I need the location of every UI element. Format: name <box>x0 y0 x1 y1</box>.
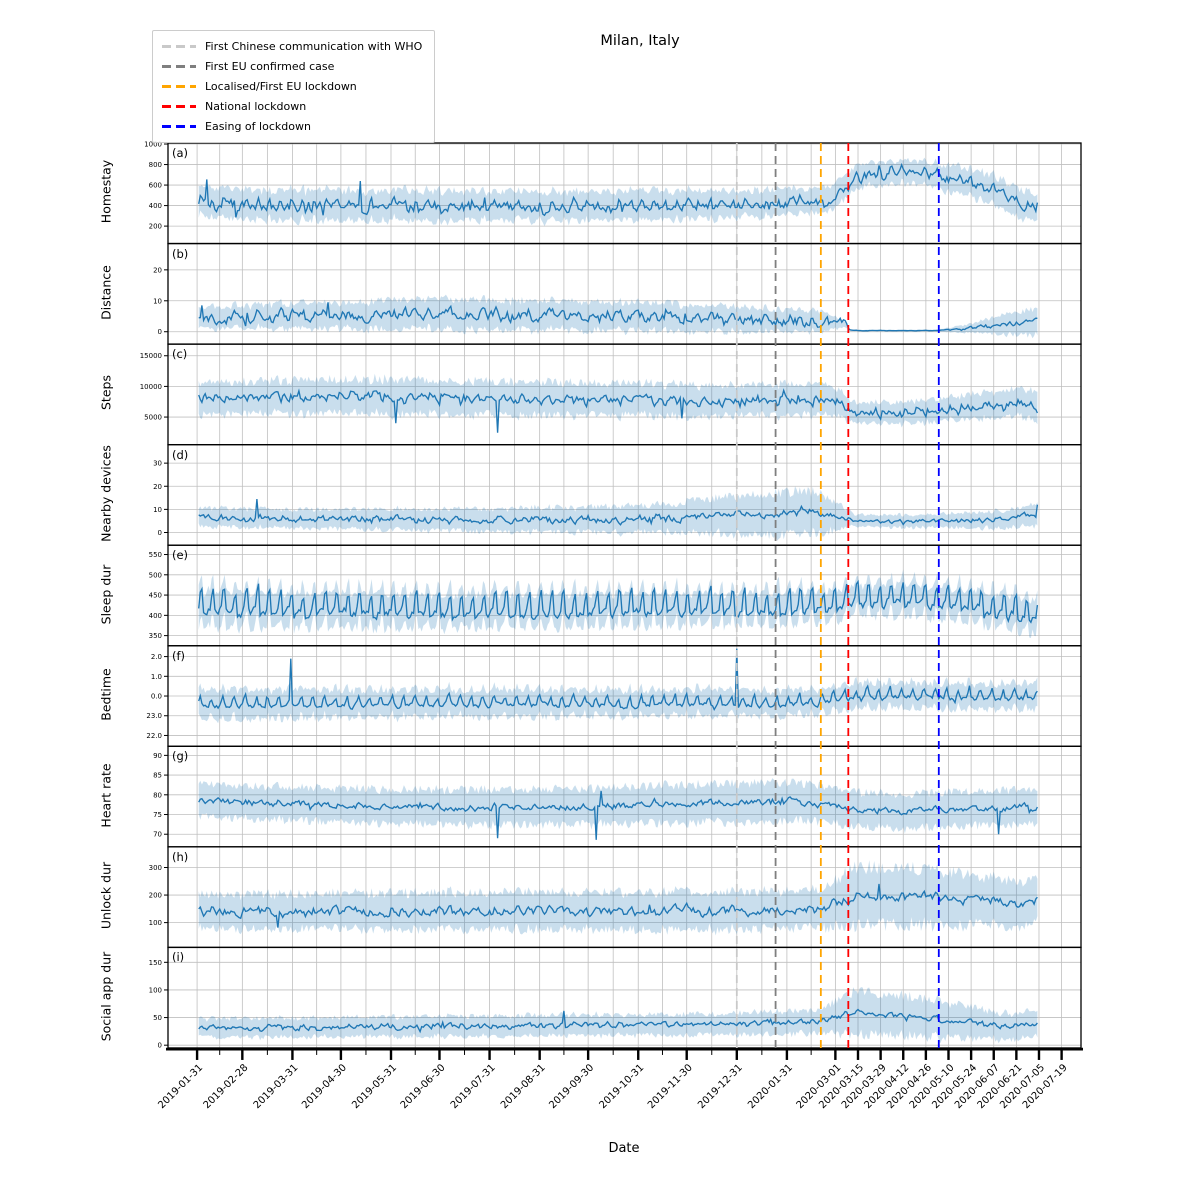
svg-text:75: 75 <box>153 811 162 819</box>
legend-dash-icon <box>162 125 196 128</box>
svg-text:600: 600 <box>149 182 162 190</box>
svg-text:350: 350 <box>149 632 162 640</box>
svg-text:2019-05-31: 2019-05-31 <box>350 1062 399 1111</box>
svg-text:5000: 5000 <box>144 414 162 422</box>
svg-text:1000: 1000 <box>144 141 162 149</box>
svg-text:500: 500 <box>149 571 162 579</box>
svg-text:200: 200 <box>149 892 162 900</box>
x-axis-label: Date <box>608 1141 640 1156</box>
svg-text:400: 400 <box>149 202 162 210</box>
gridlines <box>168 143 1081 1048</box>
svg-text:800: 800 <box>149 161 162 169</box>
svg-text:2019-09-30: 2019-09-30 <box>547 1062 596 1111</box>
panel-letter-b: (b) <box>172 247 189 261</box>
svg-text:450: 450 <box>149 592 162 600</box>
legend-item: National lockdown <box>162 99 422 114</box>
legend-item: Easing of lockdown <box>162 119 422 134</box>
legend-item-label: First Chinese communication with WHO <box>205 40 423 53</box>
svg-text:2.0: 2.0 <box>151 653 162 661</box>
svg-text:20: 20 <box>153 266 162 274</box>
legend-dash-icon <box>162 65 196 68</box>
panel-letter-i: (i) <box>172 950 185 964</box>
svg-text:200: 200 <box>149 223 162 231</box>
legend-item-label: First EU confirmed case <box>205 60 335 73</box>
svg-text:100: 100 <box>149 986 162 994</box>
svg-text:80: 80 <box>153 791 162 799</box>
y-axis-label-social-app-dur: Social app dur <box>98 951 114 1042</box>
svg-text:10: 10 <box>153 297 162 305</box>
legend-item: First EU confirmed case <box>162 59 422 74</box>
panel-letter-h: (h) <box>172 850 189 864</box>
legend: First Chinese communication with WHO Fir… <box>152 30 436 143</box>
svg-text:10: 10 <box>153 506 162 514</box>
svg-text:100: 100 <box>149 919 162 927</box>
svg-text:2019-10-31: 2019-10-31 <box>597 1062 646 1111</box>
legend-item: First Chinese communication with WHO <box>162 39 422 54</box>
legend-item-label: National lockdown <box>205 100 307 113</box>
panel-letter-e: (e) <box>172 548 189 562</box>
svg-text:2019-12-31: 2019-12-31 <box>696 1062 745 1111</box>
svg-text:90: 90 <box>153 752 162 760</box>
svg-text:85: 85 <box>153 772 162 780</box>
svg-text:10000: 10000 <box>140 383 162 391</box>
svg-text:2019-02-28: 2019-02-28 <box>202 1062 251 1111</box>
svg-text:70: 70 <box>153 831 162 839</box>
svg-text:0: 0 <box>158 328 162 336</box>
svg-text:550: 550 <box>149 551 162 559</box>
svg-text:0: 0 <box>158 529 162 537</box>
legend-item-label: Easing of lockdown <box>205 120 311 133</box>
legend-item-label: Localised/First EU lockdown <box>205 80 357 93</box>
svg-text:20: 20 <box>153 483 162 491</box>
svg-text:30: 30 <box>153 460 162 468</box>
svg-text:2019-06-30: 2019-06-30 <box>399 1062 448 1111</box>
panel-letter-g: (g) <box>172 749 189 763</box>
series-lines <box>198 162 1039 1034</box>
svg-text:15000: 15000 <box>140 352 162 360</box>
svg-text:2019-01-31: 2019-01-31 <box>156 1062 205 1111</box>
svg-text:2019-04-30: 2019-04-30 <box>300 1062 349 1111</box>
legend-dash-icon <box>162 85 196 88</box>
svg-text:23.0: 23.0 <box>146 712 162 720</box>
svg-text:0.0: 0.0 <box>151 693 162 701</box>
svg-text:150: 150 <box>149 959 162 967</box>
panel-letter-f: (f) <box>172 649 186 663</box>
legend-dash-icon <box>162 105 196 108</box>
svg-text:2019-07-31: 2019-07-31 <box>449 1062 498 1111</box>
svg-text:400: 400 <box>149 612 162 620</box>
svg-text:22.0: 22.0 <box>146 732 162 740</box>
svg-text:2020-01-31: 2020-01-31 <box>746 1062 795 1111</box>
panel-letter-a: (a) <box>172 146 189 160</box>
legend-dash-icon <box>162 45 196 48</box>
legend-item: Localised/First EU lockdown <box>162 79 422 94</box>
svg-text:2019-08-31: 2019-08-31 <box>499 1062 548 1111</box>
svg-text:2019-11-30: 2019-11-30 <box>646 1062 695 1111</box>
svg-text:2019-03-31: 2019-03-31 <box>252 1062 301 1111</box>
panel-letter-d: (d) <box>172 448 189 462</box>
panel-letter-c: (c) <box>172 347 188 361</box>
svg-text:300: 300 <box>149 864 162 872</box>
event-lines <box>735 143 940 1048</box>
svg-text:0: 0 <box>158 1042 162 1050</box>
chart-title: Milan, Italy <box>600 33 680 49</box>
svg-text:1.0: 1.0 <box>151 673 162 681</box>
svg-text:50: 50 <box>153 1014 162 1022</box>
